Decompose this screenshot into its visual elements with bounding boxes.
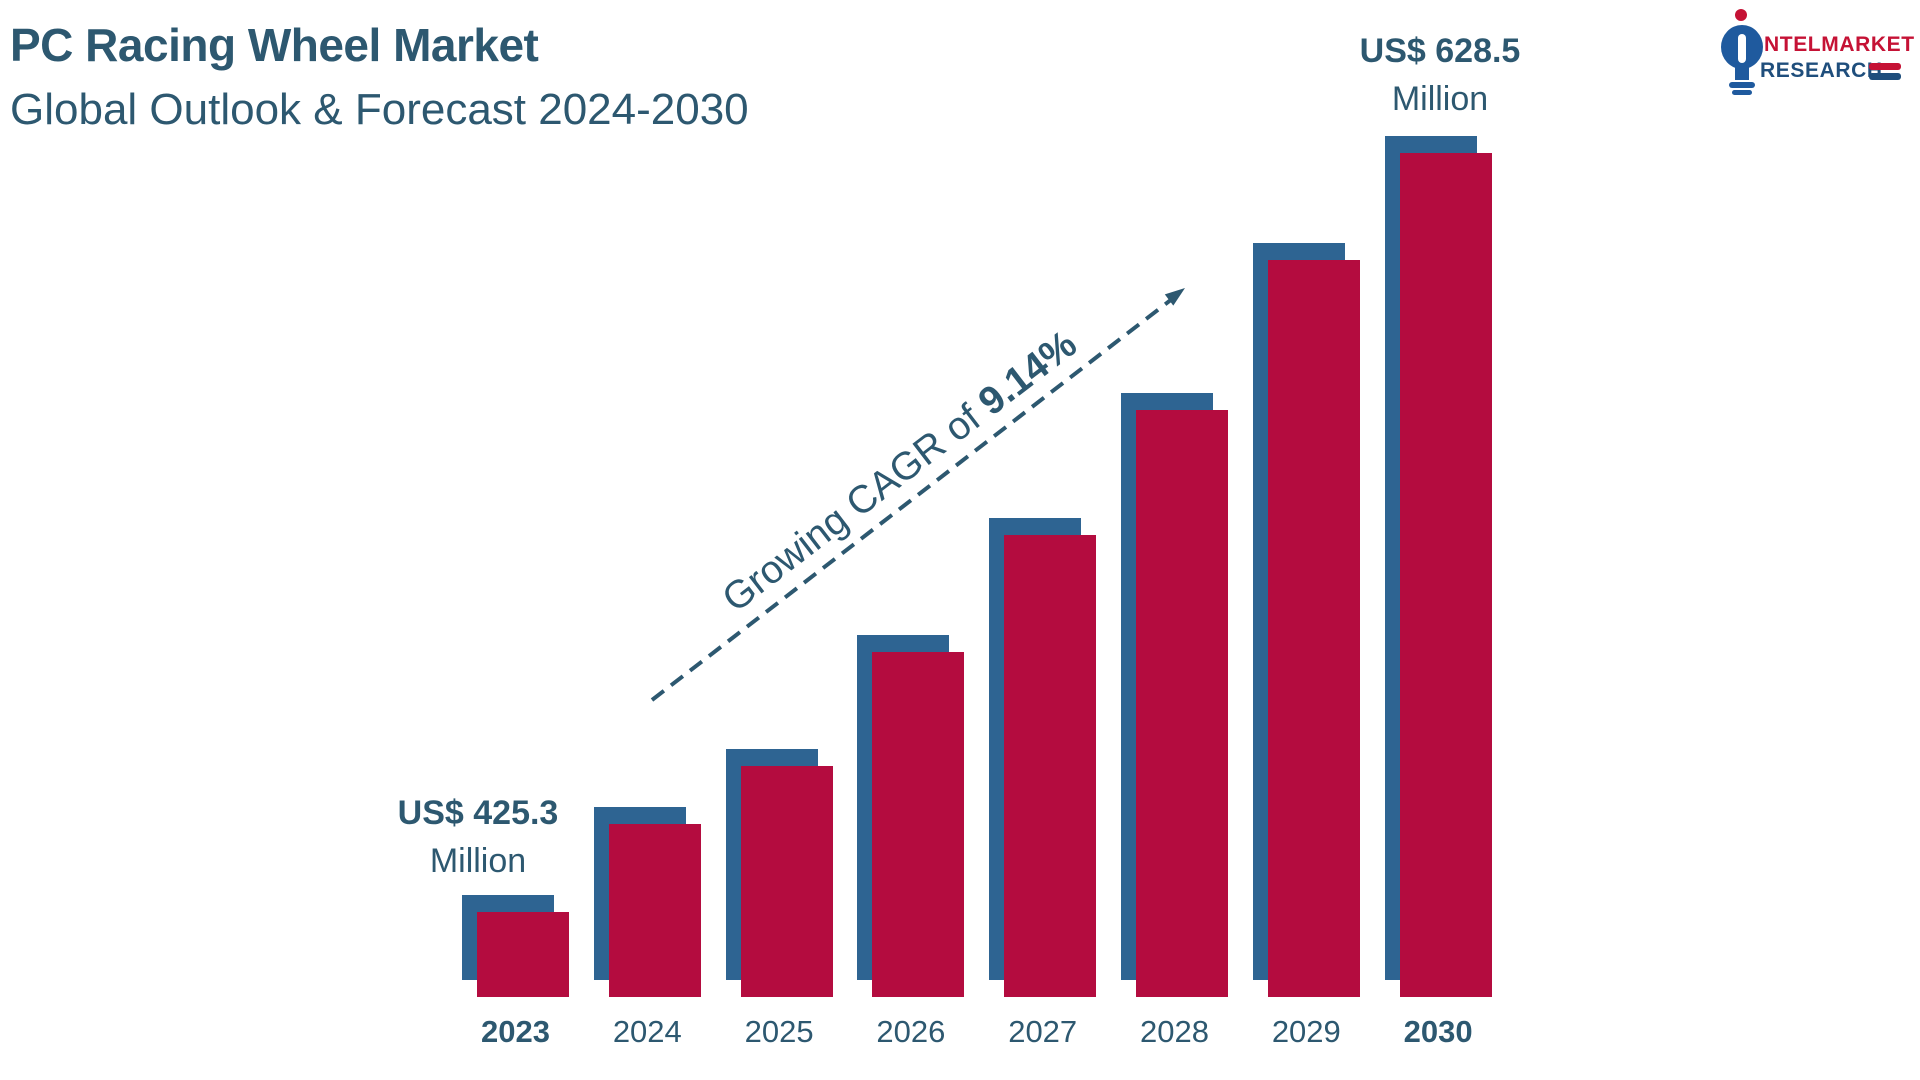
bar-front-2023 — [477, 912, 569, 997]
bulb-base-line — [1729, 82, 1755, 88]
page-subtitle: Global Outlook & Forecast 2024-2030 — [10, 85, 749, 134]
value-label-2023-amount: US$ 425.3 — [397, 794, 559, 832]
value-label-2023-unit: Million — [429, 841, 527, 880]
x-axis-label-2025: 2025 — [744, 1014, 814, 1049]
page-title: PC Racing Wheel Market — [10, 19, 539, 71]
value-label-2030-unit: Million — [1391, 79, 1489, 118]
x-axis-label-2023: 2023 — [481, 1014, 550, 1049]
logo-equals-bar-blue — [1869, 73, 1901, 80]
bulb-base-line — [1732, 90, 1752, 95]
x-axis-label-2030: 2030 — [1403, 1014, 1473, 1049]
bar-front-2026 — [872, 652, 965, 997]
x-axis-label-2026: 2026 — [876, 1014, 946, 1049]
x-axis-label-2024: 2024 — [612, 1014, 682, 1049]
logo-wordmark-line2: RESEARCH — [1760, 59, 1883, 82]
bar-front-2024 — [608, 824, 701, 997]
x-axis-label-2027: 2027 — [1008, 1014, 1078, 1049]
bar-front-2027 — [1004, 535, 1097, 997]
value-label-2030-amount: US$ 628.5 — [1359, 32, 1521, 70]
logo-equals-bar-red — [1869, 63, 1901, 70]
bulb-neck — [1735, 66, 1749, 80]
intelmarket-research-logo: NTELMARKET RESEARCH — [1700, 4, 1915, 104]
logo-wordmark-line1: NTELMARKET — [1764, 33, 1915, 56]
bulb-i-stem — [1738, 34, 1746, 63]
bulb-dot-icon — [1735, 9, 1747, 21]
x-axis-label-2029: 2029 — [1271, 1014, 1341, 1049]
value-label-2023: US$ 425.3 Million — [398, 790, 559, 885]
value-label-2030: US$ 628.5 Million — [1360, 28, 1521, 123]
bar-front-2030 — [1399, 153, 1492, 997]
bar-front-2029 — [1267, 260, 1360, 997]
bar-front-2025 — [740, 766, 833, 997]
x-axis-label-2028: 2028 — [1140, 1014, 1209, 1049]
bar-front-2028 — [1136, 410, 1228, 997]
